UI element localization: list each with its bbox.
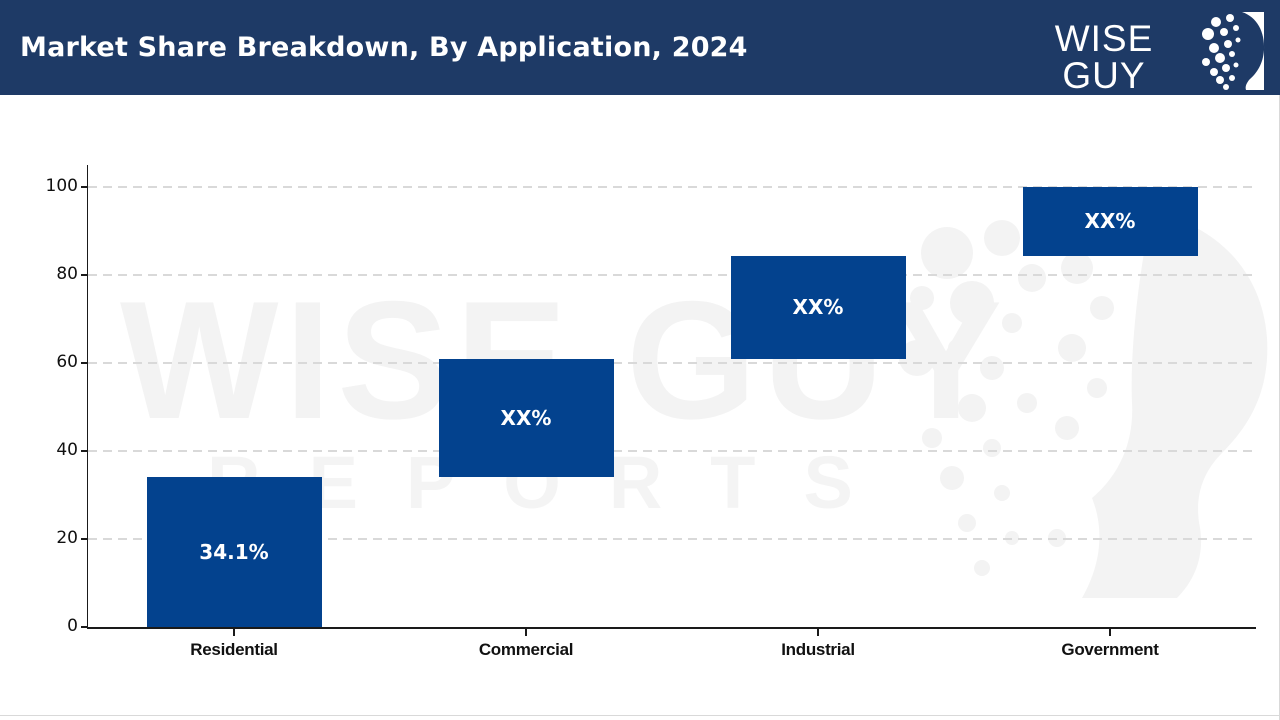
y-tick-mark xyxy=(81,538,88,540)
y-tick-mark xyxy=(81,274,88,276)
y-gridline xyxy=(88,362,1256,364)
x-tick-mark xyxy=(1109,628,1111,636)
bar-segment-residential: 34.1% xyxy=(146,476,322,627)
x-tick-mark xyxy=(233,628,235,636)
y-gridline xyxy=(88,450,1256,452)
y-tick-label: 20 xyxy=(56,528,78,548)
x-axis-line xyxy=(86,627,1256,629)
x-category-label: Residential xyxy=(190,640,278,659)
bar-value-label: XX% xyxy=(792,295,844,320)
bar-value-label: 34.1% xyxy=(199,539,269,564)
bottom-divider xyxy=(0,715,1280,716)
bar-segment-commercial: XX% xyxy=(438,358,614,477)
y-tick-label: 80 xyxy=(56,264,78,284)
y-tick-label: 60 xyxy=(56,352,78,372)
y-gridline xyxy=(88,186,1256,188)
bar-value-label: XX% xyxy=(1084,209,1136,234)
brand-logo: WISE GUY REPORTS xyxy=(1008,6,1266,112)
y-tick-mark xyxy=(81,362,88,364)
bar-segment-government: XX% xyxy=(1022,187,1198,256)
x-tick-mark xyxy=(817,628,819,636)
brand-logo-text: WISE GUY REPORTS xyxy=(1008,20,1200,112)
y-tick-label: 40 xyxy=(56,440,78,460)
y-gridline xyxy=(88,274,1256,276)
x-category-label: Government xyxy=(1061,640,1159,659)
brand-subtitle: REPORTS xyxy=(1041,97,1171,112)
chart-title: Market Share Breakdown, By Application, … xyxy=(20,32,748,63)
y-tick-label: 0 xyxy=(67,616,78,636)
x-category-label: Commercial xyxy=(478,640,574,659)
watermark-face-icon xyxy=(899,213,1268,598)
x-tick-mark xyxy=(525,628,527,636)
bar-segment-industrial: XX% xyxy=(730,255,906,359)
y-tick-mark xyxy=(81,186,88,188)
bar-value-label: XX% xyxy=(500,405,552,430)
y-tick-label: 100 xyxy=(45,176,78,196)
y-tick-mark xyxy=(81,450,88,452)
header-bar: Market Share Breakdown, By Application, … xyxy=(0,0,1280,112)
dotted-face-icon xyxy=(1202,12,1265,90)
x-category-label: Industrial xyxy=(781,640,855,659)
y-tick-mark xyxy=(81,626,88,628)
brand-name: WISE GUY xyxy=(1054,18,1154,96)
y-gridline xyxy=(88,538,1256,540)
y-axis-line xyxy=(86,165,89,627)
